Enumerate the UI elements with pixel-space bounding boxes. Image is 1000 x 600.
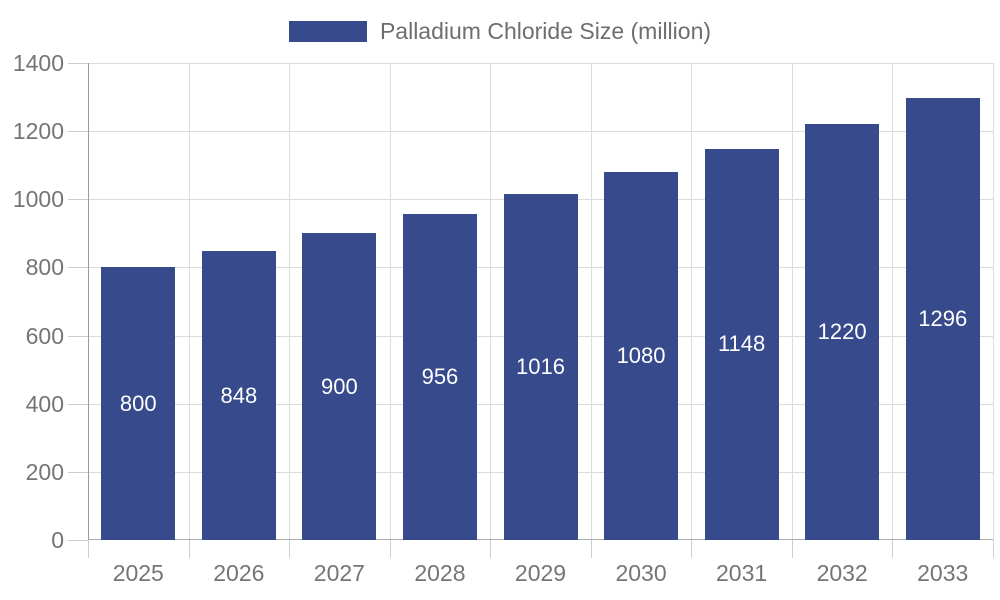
y-axis-tick <box>68 335 88 337</box>
x-axis-tick <box>591 540 592 558</box>
bar-value-label: 1148 <box>717 331 766 357</box>
y-axis-tick <box>68 403 88 405</box>
x-gridline <box>993 63 994 540</box>
x-gridline <box>189 63 190 540</box>
x-axis-tick <box>289 540 290 558</box>
x-gridline <box>691 63 692 540</box>
bar-value-label: 956 <box>421 364 459 390</box>
y-gridline <box>88 131 993 133</box>
y-axis-label: 0 <box>51 527 64 553</box>
bar-value-label: 1220 <box>817 319 867 345</box>
bar[interactable]: 900 <box>302 233 377 540</box>
x-axis-label: 2029 <box>514 560 567 586</box>
x-axis-label: 2027 <box>313 560 365 586</box>
x-axis-label: 2026 <box>213 560 265 586</box>
y-axis-tick <box>68 267 88 269</box>
x-axis-label: 2025 <box>112 560 164 586</box>
bar[interactable]: 1016 <box>503 193 578 540</box>
bar-value-label: 1016 <box>516 353 565 379</box>
y-axis-line <box>88 63 89 540</box>
x-axis-tick <box>88 540 89 558</box>
y-axis-label: 400 <box>25 390 64 417</box>
x-axis-label: 2031 <box>716 560 768 586</box>
bar-value-label: 848 <box>220 382 258 408</box>
y-axis-tick <box>68 63 88 64</box>
legend-label: Palladium Chloride Size (million) <box>379 18 712 44</box>
x-axis-tick <box>189 540 190 558</box>
y-axis-tick <box>68 471 88 473</box>
bar-value-label: 900 <box>321 373 358 399</box>
bar-value-label: 800 <box>119 390 157 416</box>
x-axis-tick <box>490 540 491 558</box>
y-axis-label: 1000 <box>12 186 64 213</box>
bar[interactable]: 1220 <box>805 124 880 540</box>
legend-swatch-icon <box>288 20 367 42</box>
x-gridline <box>289 63 290 540</box>
bar-value-label: 1296 <box>918 306 968 332</box>
x-axis-label: 2032 <box>816 560 868 586</box>
bar[interactable]: 956 <box>402 214 477 540</box>
x-gridline <box>390 63 391 540</box>
x-axis-label: 2033 <box>917 560 969 586</box>
x-gridline <box>892 63 893 540</box>
x-gridline <box>490 63 491 540</box>
y-axis-label: 200 <box>25 458 64 485</box>
x-axis-tick <box>792 540 793 558</box>
x-axis-tick <box>993 540 994 558</box>
y-axis-tick <box>68 540 88 541</box>
bar[interactable]: 848 <box>201 251 276 540</box>
y-axis-label: 1200 <box>12 118 64 145</box>
x-axis-label: 2030 <box>615 560 667 586</box>
x-axis-tick <box>390 540 391 558</box>
bar[interactable]: 1296 <box>905 98 980 540</box>
legend[interactable]: Palladium Chloride Size (million) <box>0 18 1000 44</box>
bar-value-label: 1080 <box>616 343 666 369</box>
x-gridline <box>591 63 592 540</box>
y-axis-label: 1400 <box>12 50 64 76</box>
y-axis-tick <box>68 199 88 201</box>
x-axis-label: 2028 <box>414 560 466 586</box>
x-axis-tick <box>691 540 692 558</box>
y-axis-label: 800 <box>25 254 64 281</box>
y-gridline <box>88 63 993 64</box>
plot-area: 0 200 400 600 800 1000 1200 1400 2025 800 2026 848 2… <box>13 51 994 585</box>
y-axis-tick <box>68 131 88 133</box>
bar[interactable]: 1080 <box>604 172 679 540</box>
x-gridline <box>792 63 793 540</box>
y-axis-label: 600 <box>25 322 64 349</box>
x-axis-tick <box>892 540 893 558</box>
bar[interactable]: 1148 <box>704 148 779 540</box>
bar[interactable]: 800 <box>101 267 176 540</box>
